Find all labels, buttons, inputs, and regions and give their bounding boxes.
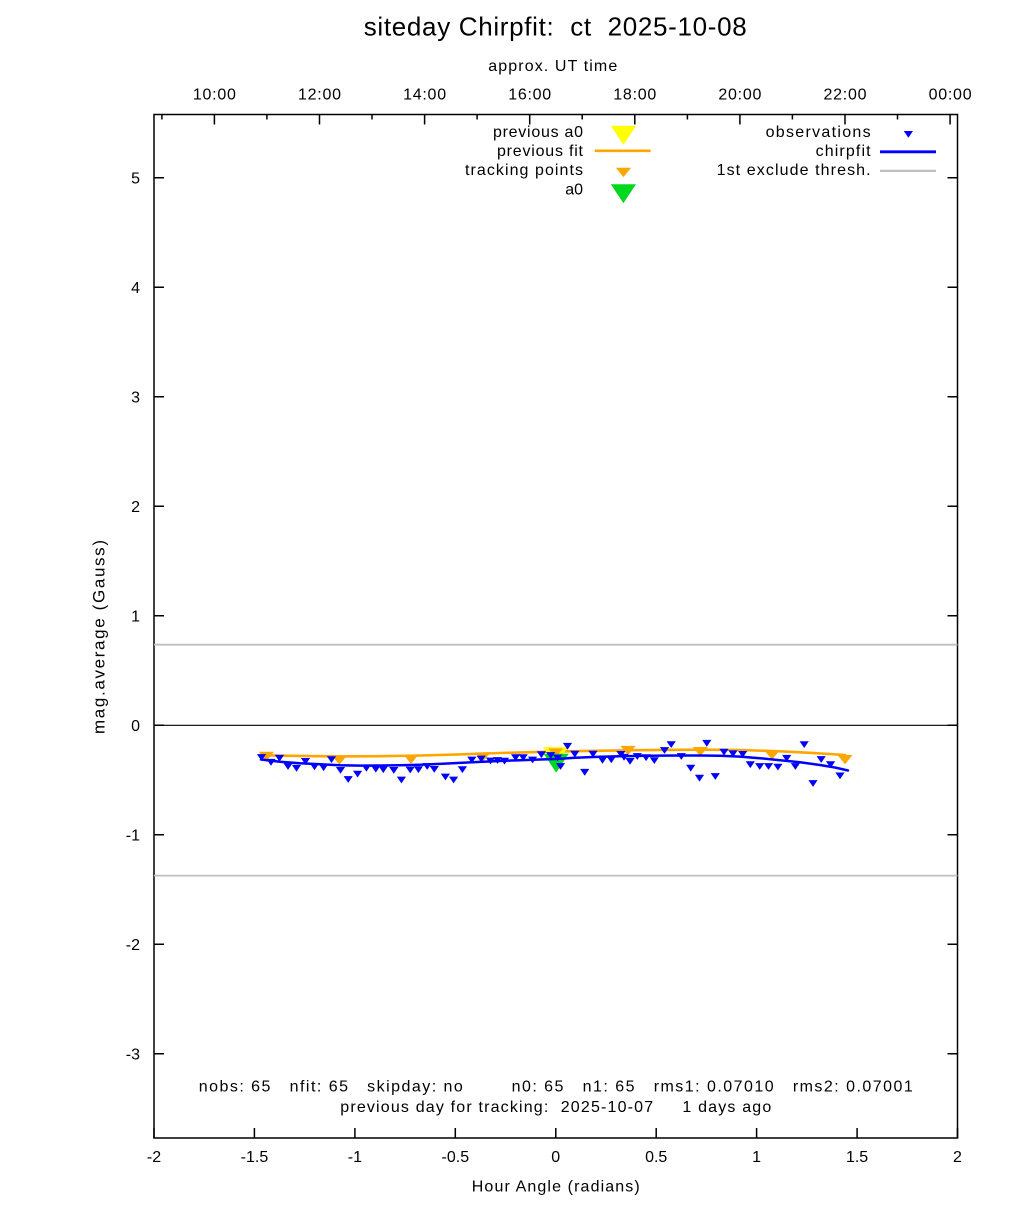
svg-text:16:00: 16:00 — [508, 87, 551, 104]
svg-text:1: 1 — [752, 1149, 761, 1166]
svg-text:previous day for tracking: 20: previous day for tracking: 2025-10-07 1 … — [340, 1099, 771, 1116]
svg-text:3: 3 — [131, 390, 140, 407]
svg-text:0: 0 — [131, 718, 140, 735]
svg-text:-1: -1 — [348, 1149, 362, 1166]
svg-text:2: 2 — [131, 499, 140, 516]
svg-text:tracking points: tracking points — [465, 162, 583, 179]
svg-text:5: 5 — [131, 171, 140, 188]
svg-text:1st exclude thresh.: 1st exclude thresh. — [717, 162, 871, 179]
svg-text:18:00: 18:00 — [613, 87, 656, 104]
svg-text:mag.average (Gauss): mag.average (Gauss) — [90, 540, 109, 734]
svg-text:22:00: 22:00 — [824, 87, 867, 104]
svg-text:-1: -1 — [126, 828, 140, 845]
svg-text:chirpfit: chirpfit — [816, 143, 872, 160]
svg-text:0: 0 — [551, 1149, 560, 1166]
svg-text:previous a0: previous a0 — [493, 124, 583, 141]
svg-text:1: 1 — [131, 609, 140, 626]
svg-text:00:00: 00:00 — [929, 87, 972, 104]
svg-text:-1.5: -1.5 — [241, 1149, 269, 1166]
svg-text:14:00: 14:00 — [403, 87, 446, 104]
svg-text:10:00: 10:00 — [193, 87, 236, 104]
svg-text:nobs: 65 nfit: 65 skipday:: nobs: 65 nfit: 65 skipday: no n0: 65 n1:… — [199, 1079, 913, 1096]
svg-text:-2: -2 — [126, 937, 140, 954]
svg-text:2: 2 — [953, 1149, 962, 1166]
svg-text:-0.5: -0.5 — [442, 1149, 470, 1166]
svg-text:20:00: 20:00 — [718, 87, 761, 104]
svg-text:observations: observations — [766, 124, 871, 141]
svg-text:0.5: 0.5 — [645, 1149, 667, 1166]
svg-text:a0: a0 — [565, 181, 583, 198]
svg-text:12:00: 12:00 — [298, 87, 341, 104]
svg-text:approx. UT time: approx. UT time — [488, 58, 617, 75]
svg-text:Hour Angle (radians): Hour Angle (radians) — [472, 1178, 640, 1195]
svg-text:siteday Chirpfit: ct 2025-10: siteday Chirpfit: ct 2025-10-08 — [364, 12, 747, 42]
svg-text:previous fit: previous fit — [497, 143, 584, 160]
svg-text:-3: -3 — [126, 1047, 140, 1064]
svg-text:1.5: 1.5 — [846, 1149, 868, 1166]
svg-text:4: 4 — [131, 280, 140, 297]
svg-text:-2: -2 — [147, 1149, 161, 1166]
